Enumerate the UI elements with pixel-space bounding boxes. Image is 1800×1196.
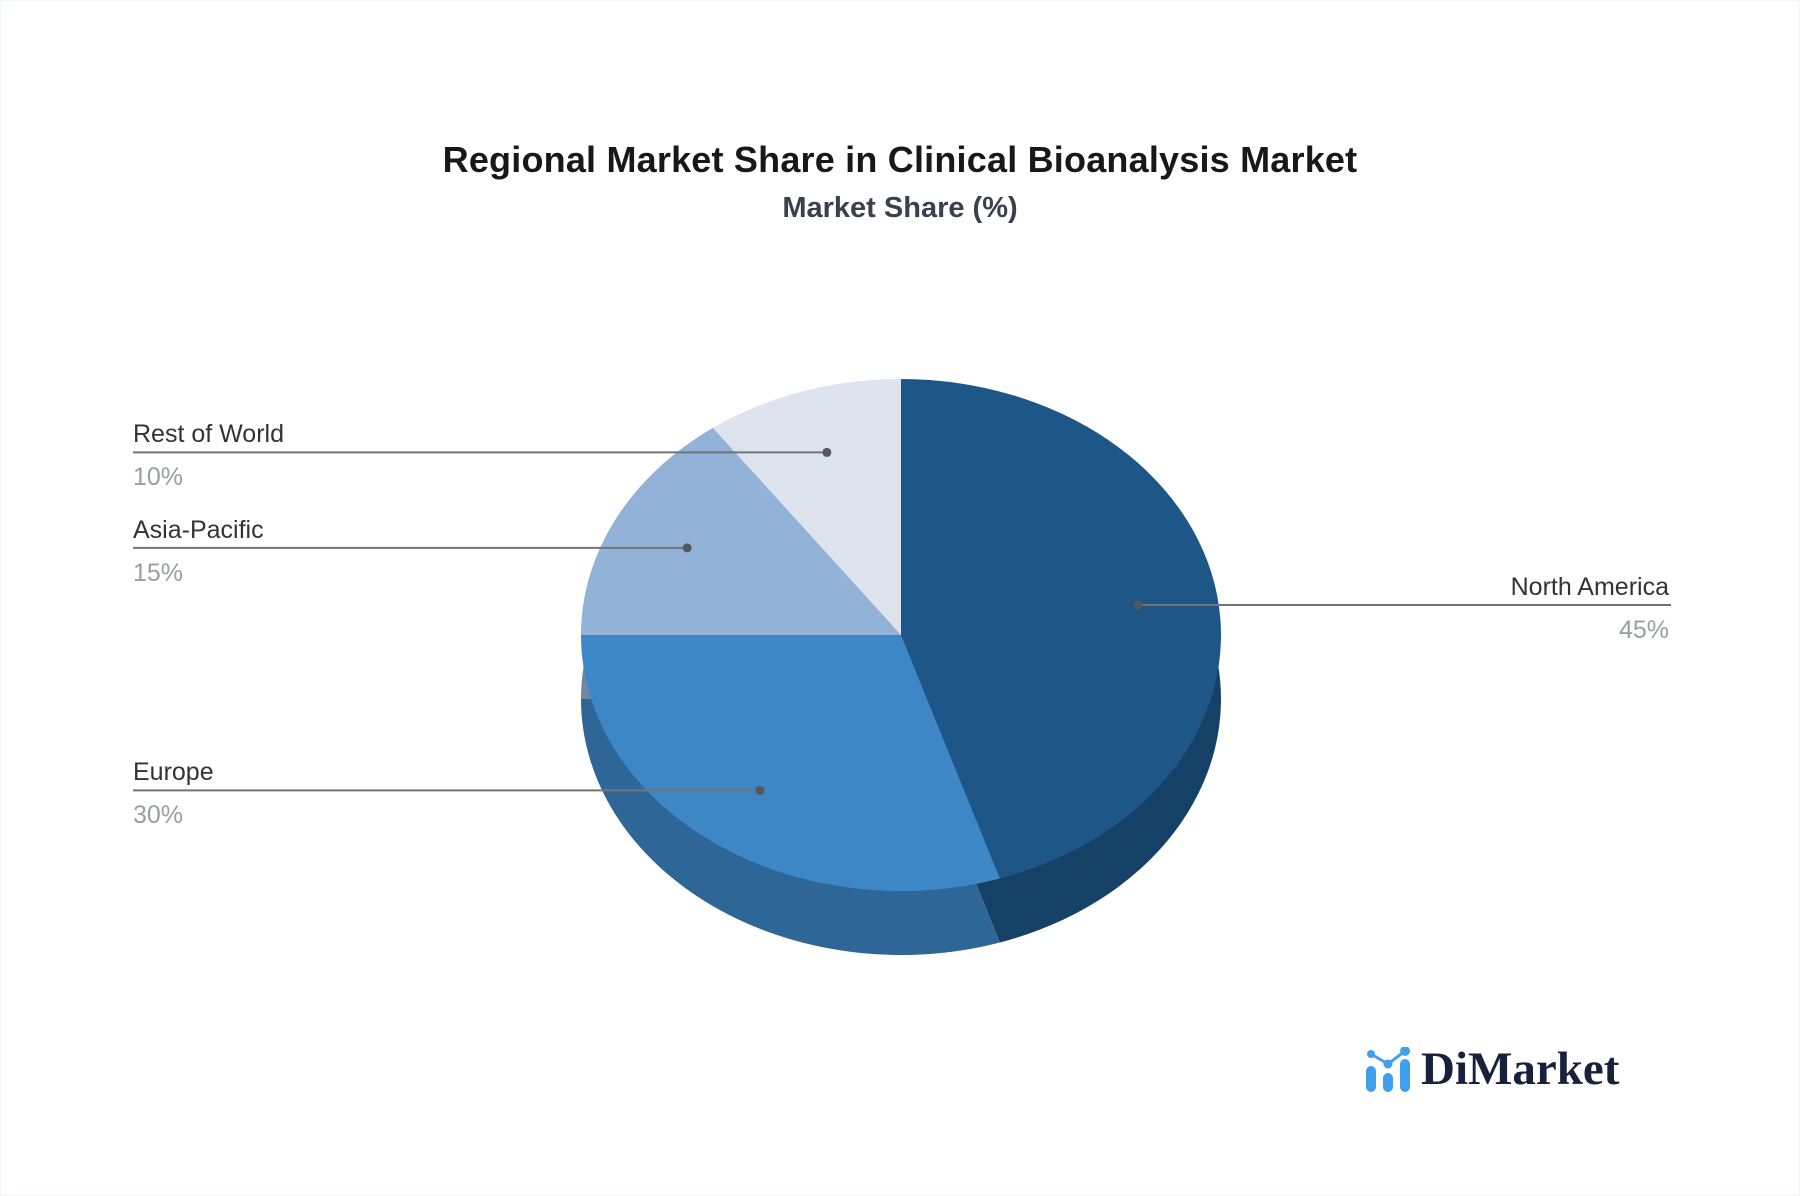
slice-label-percent: 45% [1618,615,1669,644]
slice-label-north-america: North America 45% [1109,573,1669,644]
slice-label-europe: Europe 30% [133,758,693,829]
pie-slice-europe [581,635,1000,891]
slice-label-name: Europe [133,758,214,787]
slice-label-name: Rest of World [133,420,284,449]
slice-label-name: North America [1510,572,1669,601]
slice-label-name: Asia-Pacific [133,515,264,544]
pie-slice-north-america [901,379,1222,879]
dimarket-logo-text: DiMarket [1421,1043,1620,1095]
chart-title: Regional Market Share in Clinical Bioana… [442,139,1358,180]
slice-label-asia-pacific: Asia-Pacific 15% [133,516,693,587]
slice-label-percent: 15% [133,558,184,587]
slice-label-percent: 30% [133,801,184,830]
leader-dot-rest-of-world [822,447,832,457]
leader-dot-asia-pacific [682,543,692,553]
leader-dot-north-america [1133,600,1143,610]
dimarket-logo-icon [1366,1047,1410,1092]
slice-label-rest-of-world: Rest of World 10% [133,420,693,491]
chart-subtitle: Market Share (%) [782,192,1018,224]
leader-dot-europe [755,785,765,795]
slice-label-percent: 10% [133,463,184,492]
pie-slice-asia-pacific [581,427,901,635]
pie-slice-rest-of-world [712,379,901,635]
